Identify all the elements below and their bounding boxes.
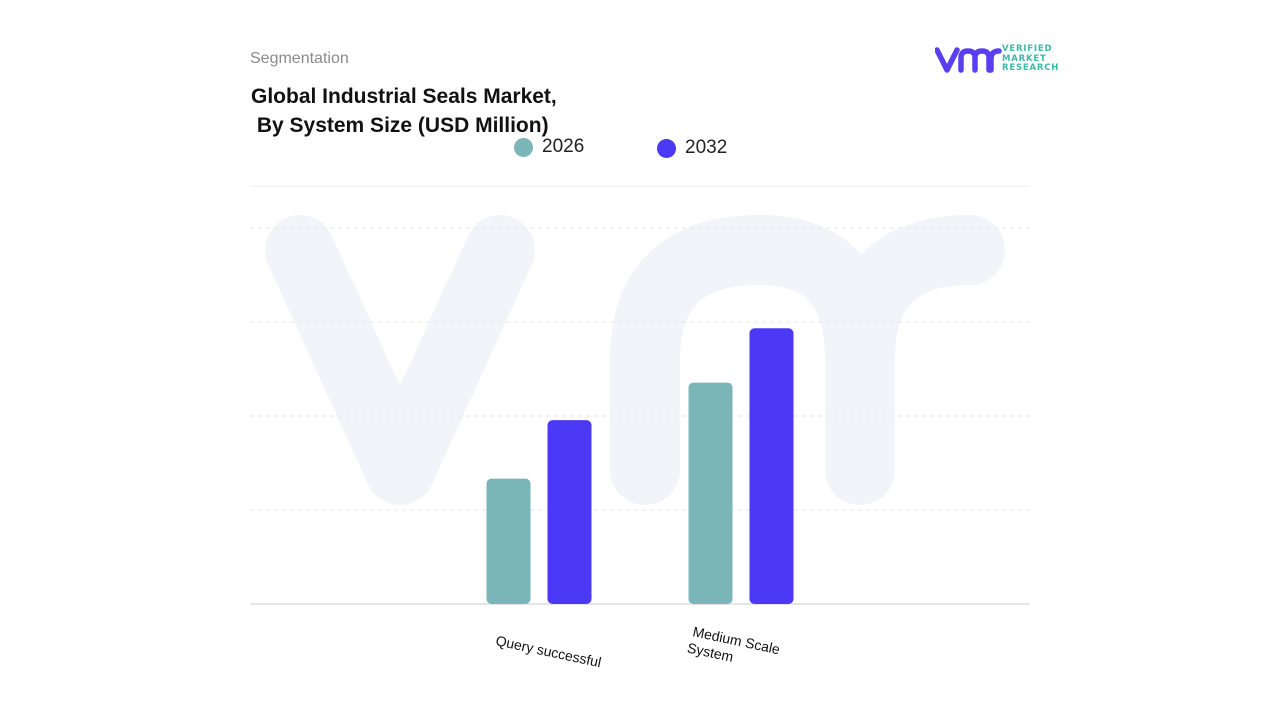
bar-2026-1: [688, 382, 733, 604]
section-label: Segmentation: [250, 50, 349, 67]
bar-2032-0: [547, 420, 592, 604]
vmr-logo-icon: [935, 47, 1002, 73]
chart-title: Global Industrial Seals Market, By Syste…: [251, 85, 557, 137]
watermark-shape: [265, 215, 1005, 505]
logo-line-verified: VERIFIED: [1002, 44, 1053, 54]
legend-item-2026: 2026: [514, 136, 584, 158]
chart-grid: [250, 185, 1030, 605]
watermark-logo: [265, 215, 1005, 505]
chart-bars: [486, 328, 794, 604]
legend-label-2026: 2026: [542, 136, 585, 157]
logo-line-research: RESEARCH: [1002, 63, 1060, 73]
legend-swatch-2026: [514, 137, 533, 157]
x-tick-label-0: Query successful: [494, 632, 602, 670]
legend-label-2032: 2032: [685, 137, 728, 158]
bar-2026-0: [486, 478, 531, 604]
bar-2032-1: [749, 328, 794, 604]
logo-line-market: MARKET: [1002, 53, 1047, 64]
legend-item-2032: 2032: [657, 137, 727, 159]
logo-wordmark: VERIFIED MARKET RESEARCH: [1002, 44, 1060, 74]
legend-swatch-2032: [657, 138, 676, 158]
x-tick-text: Query successful: [494, 632, 602, 670]
